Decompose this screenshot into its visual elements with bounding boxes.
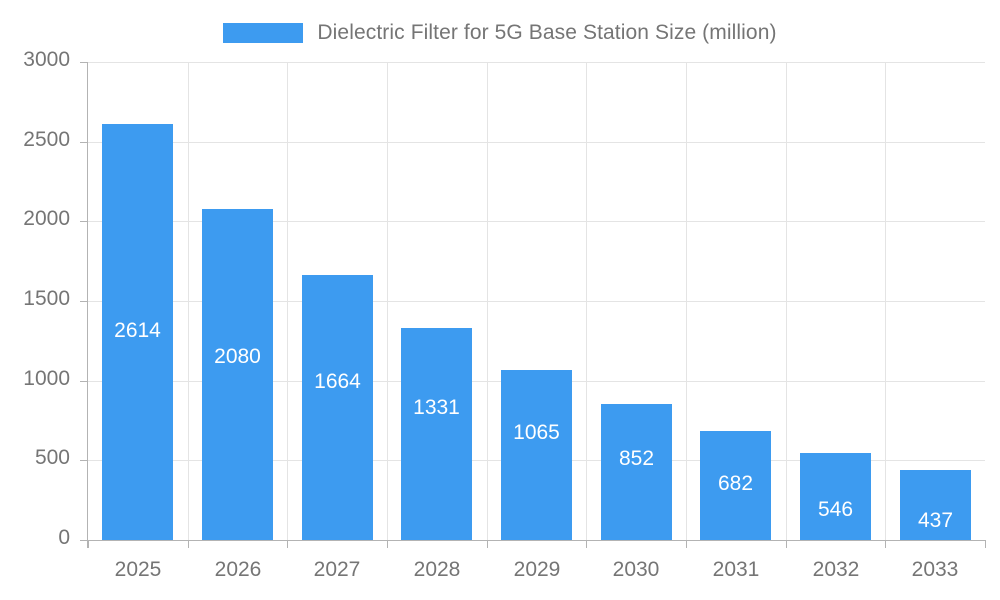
y-axis-label: 2000 xyxy=(23,207,70,230)
gridline-horizontal xyxy=(88,62,985,63)
x-axis-label: 2027 xyxy=(313,558,361,581)
x-axis-label: 2032 xyxy=(812,558,860,581)
gridline-vertical xyxy=(487,62,488,540)
bar[interactable] xyxy=(900,470,971,540)
y-axis-tick xyxy=(80,381,88,382)
y-axis-line xyxy=(87,62,88,548)
bar[interactable] xyxy=(601,404,672,540)
bar-value-label: 2614 xyxy=(114,319,161,342)
gridline-vertical xyxy=(686,62,687,540)
y-axis-label: 1500 xyxy=(23,287,70,310)
y-axis-tick xyxy=(80,301,88,302)
x-axis-label: 2033 xyxy=(911,558,959,581)
gridline-vertical xyxy=(188,62,189,540)
gridline-vertical xyxy=(885,62,886,540)
y-axis-label: 500 xyxy=(34,446,70,469)
x-axis-label: 2028 xyxy=(413,558,461,581)
x-axis-label: 2025 xyxy=(114,558,162,581)
bar-value-label: 1331 xyxy=(413,396,460,419)
x-axis-label: 2026 xyxy=(214,558,262,581)
y-axis-tick xyxy=(80,540,88,541)
x-axis-tick xyxy=(686,540,687,548)
gridline-vertical xyxy=(786,62,787,540)
bar-value-label: 437 xyxy=(917,509,954,532)
bar[interactable] xyxy=(700,431,771,540)
y-axis-tick xyxy=(80,142,88,143)
x-axis-tick xyxy=(88,540,89,548)
x-axis-tick xyxy=(586,540,587,548)
y-axis-tick xyxy=(80,62,88,63)
gridline-vertical xyxy=(387,62,388,540)
x-axis-tick xyxy=(287,540,288,548)
bar-value-label: 852 xyxy=(618,447,655,470)
bar-value-label: 546 xyxy=(817,498,854,521)
x-axis-baseline xyxy=(80,540,985,541)
bar-value-label: 2080 xyxy=(214,345,261,368)
bar-value-label: 1065 xyxy=(513,421,560,444)
bar[interactable] xyxy=(202,209,273,540)
x-axis-tick xyxy=(786,540,787,548)
legend-series-label[interactable]: Dielectric Filter for 5G Base Station Si… xyxy=(317,21,777,44)
y-axis-label: 0 xyxy=(58,526,70,549)
y-axis-label: 2500 xyxy=(23,128,70,151)
gridline-vertical xyxy=(287,62,288,540)
bar-value-label: 1664 xyxy=(314,370,361,393)
chart-legend: Dielectric Filter for 5G Base Station Si… xyxy=(0,16,1000,50)
bar[interactable] xyxy=(401,328,472,540)
x-axis-tick xyxy=(387,540,388,548)
gridline-vertical xyxy=(586,62,587,540)
gridline-horizontal xyxy=(88,301,985,302)
legend-color-swatch[interactable] xyxy=(223,23,304,43)
x-axis-label: 2031 xyxy=(712,558,760,581)
plot-area: 2614 2080 1664 1331 1065 852 682 546 437 xyxy=(80,62,986,548)
x-axis-tick xyxy=(487,540,488,548)
y-axis-tick xyxy=(80,221,88,222)
gridline-horizontal xyxy=(88,221,985,222)
x-axis-label: 2029 xyxy=(513,558,561,581)
gridline-horizontal xyxy=(88,142,985,143)
x-axis-tick xyxy=(188,540,189,548)
x-axis-tick xyxy=(985,540,986,548)
y-axis-label: 1000 xyxy=(23,367,70,390)
bar[interactable] xyxy=(102,124,173,540)
y-axis-tick xyxy=(80,460,88,461)
x-axis-tick xyxy=(885,540,886,548)
bar-value-label: 682 xyxy=(717,472,754,495)
bar[interactable] xyxy=(302,275,373,540)
x-axis-label: 2030 xyxy=(612,558,660,581)
bar[interactable] xyxy=(501,370,572,540)
y-axis-label: 3000 xyxy=(23,48,70,71)
bar[interactable] xyxy=(800,453,871,540)
